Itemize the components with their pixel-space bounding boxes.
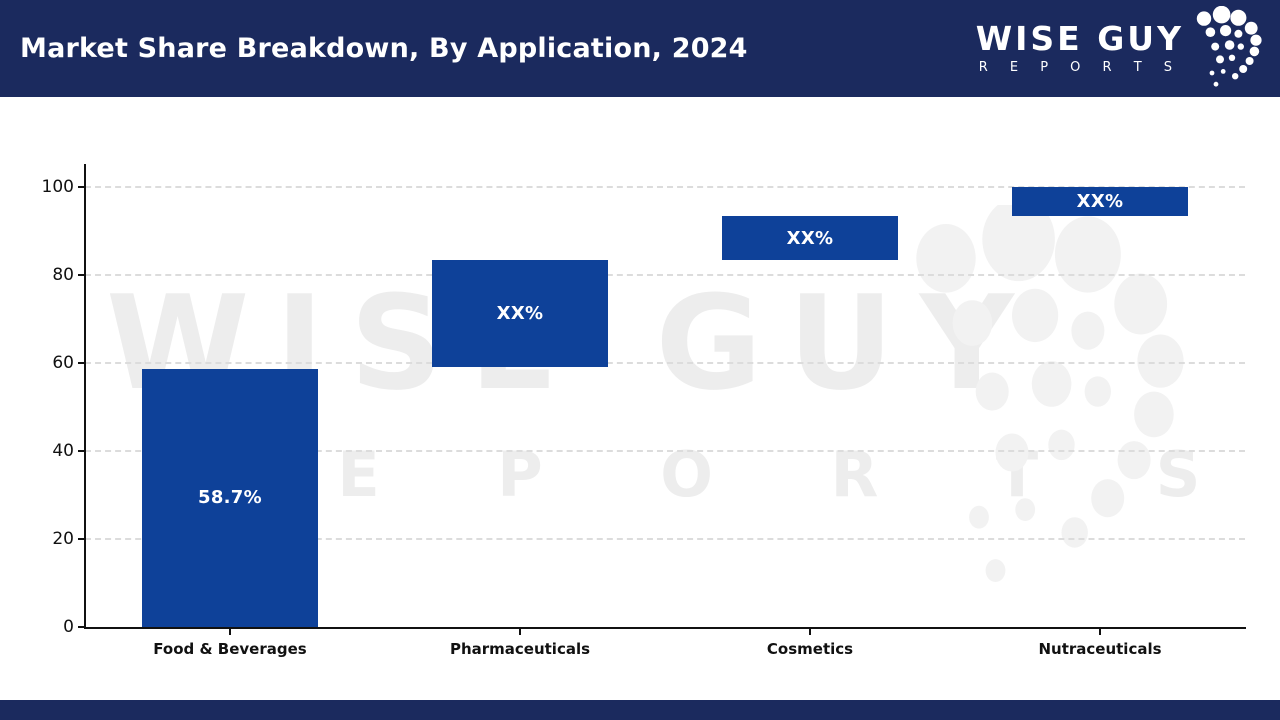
footer-bar xyxy=(0,700,1280,720)
x-axis-tick-mark xyxy=(809,629,811,635)
brand-logo: WISE GUY R E P O R T S xyxy=(976,5,1280,92)
y-axis-tick-mark xyxy=(78,362,85,364)
gridline xyxy=(85,274,1245,276)
bar-value-label: 58.7% xyxy=(198,487,262,509)
y-axis-tick-label: 20 xyxy=(52,529,74,549)
bar-pharmaceuticals: XX% xyxy=(432,260,608,368)
y-axis-tick-mark xyxy=(78,538,85,540)
header-bar: Market Share Breakdown, By Application, … xyxy=(0,0,1280,97)
bar-value-label: XX% xyxy=(1076,191,1124,213)
bar-food-beverages: 58.7% xyxy=(142,368,318,627)
x-axis-category-label: Food & Beverages xyxy=(153,640,307,658)
gridline xyxy=(85,362,1245,364)
y-axis-tick-label: 80 xyxy=(52,265,74,285)
x-axis-tick-mark xyxy=(229,629,231,635)
bar-nutraceuticals: XX% xyxy=(1012,187,1188,217)
y-axis-line xyxy=(84,164,86,628)
brand-logo-text: WISE GUY R E P O R T S xyxy=(976,22,1184,75)
bar-value-label: XX% xyxy=(496,303,544,325)
y-axis-tick-mark xyxy=(78,450,85,452)
y-axis-tick-label: 0 xyxy=(63,617,74,637)
x-axis-tick-mark xyxy=(519,629,521,635)
y-axis-tick-mark xyxy=(78,186,85,188)
watermark-head-icon xyxy=(916,205,1184,582)
x-axis-category-label: Nutraceuticals xyxy=(1038,640,1162,658)
brand-name: WISE GUY xyxy=(975,19,1184,58)
x-axis-category-label: Pharmaceuticals xyxy=(449,640,591,658)
gridline xyxy=(85,538,1245,540)
bar-cosmetics: XX% xyxy=(722,216,898,261)
gridline xyxy=(85,450,1245,452)
gridline xyxy=(85,186,1245,188)
x-axis-tick-mark xyxy=(1099,629,1101,635)
y-axis-tick-mark xyxy=(78,626,85,628)
y-axis-tick-mark xyxy=(78,274,85,276)
x-axis-line xyxy=(84,627,1246,629)
y-axis-tick-label: 100 xyxy=(41,177,74,197)
page-title: Market Share Breakdown, By Application, … xyxy=(20,33,748,64)
bar-value-label: XX% xyxy=(786,227,834,249)
brand-head-icon xyxy=(1196,5,1262,87)
y-axis-tick-label: 40 xyxy=(52,441,74,461)
y-axis-tick-label: 60 xyxy=(52,353,74,373)
x-axis-category-label: Cosmetics xyxy=(766,640,854,658)
brand-subtitle: R E P O R T S xyxy=(978,60,1182,75)
